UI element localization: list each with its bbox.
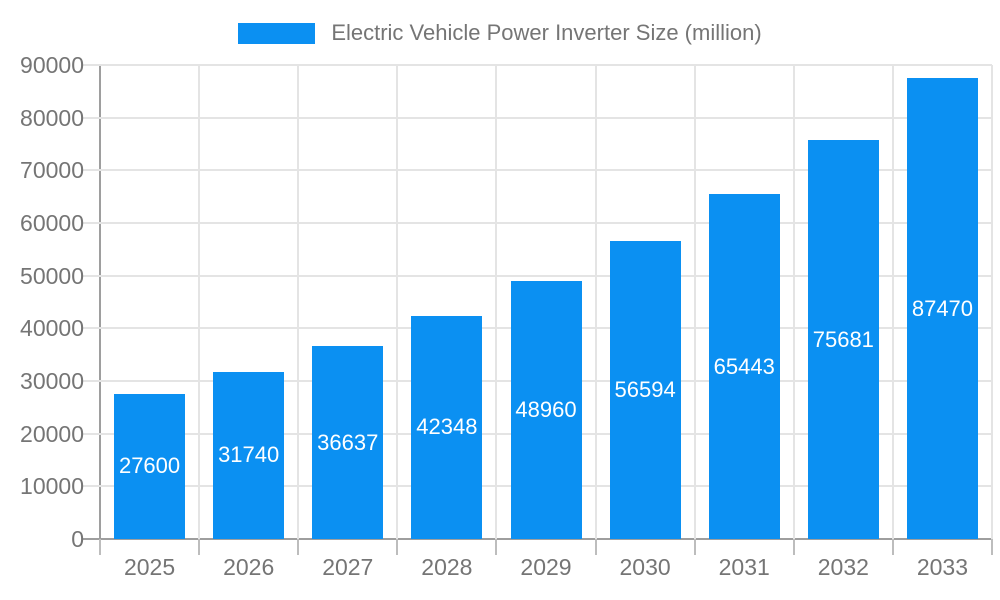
x-gridline xyxy=(396,65,399,539)
x-axis-tick xyxy=(693,539,696,555)
y-gridline xyxy=(83,222,992,224)
bar-2030[interactable]: 56594 xyxy=(609,240,681,539)
bar-2025[interactable]: 27600 xyxy=(114,393,186,539)
x-axis-tick xyxy=(396,539,399,555)
legend[interactable]: Electric Vehicle Power Inverter Size (mi… xyxy=(0,18,1000,48)
x-axis-tick xyxy=(594,539,597,555)
bar-2031[interactable]: 65443 xyxy=(708,194,780,539)
y-tick-label: 90000 xyxy=(20,52,84,78)
legend-label: Electric Vehicle Power Inverter Size (mi… xyxy=(331,20,762,45)
y-gridline xyxy=(83,274,992,277)
bar-value-label: 87470 xyxy=(911,295,974,321)
x-axis-line xyxy=(83,538,992,540)
plot-area: 27600 31740 36637 42348 48960 56594 65443 75681… xyxy=(83,64,993,555)
legend-swatch-icon xyxy=(238,22,316,44)
bar-2029[interactable]: 48960 xyxy=(510,281,582,539)
y-tick-label: 60000 xyxy=(20,210,84,236)
x-axis-tick xyxy=(891,539,894,555)
x-tick-label-2032: 2032 xyxy=(817,554,869,580)
y-tick-label: 20000 xyxy=(20,420,84,447)
x-gridline xyxy=(693,65,696,539)
y-tick-label: 30000 xyxy=(20,368,84,394)
x-gridline xyxy=(198,65,201,539)
y-gridline xyxy=(83,64,992,66)
x-tick-label-2031: 2031 xyxy=(718,554,770,580)
x-gridline xyxy=(991,65,993,539)
y-tick-label: 80000 xyxy=(20,104,84,131)
bar-value-label: 48960 xyxy=(515,397,577,423)
bar-2033[interactable]: 87470 xyxy=(906,78,978,539)
x-gridline xyxy=(594,65,597,539)
bar-value-label: 27600 xyxy=(118,453,181,479)
y-tick-label: 10000 xyxy=(20,473,84,500)
y-gridline xyxy=(83,116,992,119)
bar-value-label: 36637 xyxy=(317,429,379,455)
bar-value-label: 56594 xyxy=(614,376,676,402)
x-axis-tick xyxy=(792,539,795,555)
x-gridline xyxy=(792,65,795,539)
bar-value-label: 65443 xyxy=(713,353,775,379)
x-tick-label-2030: 2030 xyxy=(619,554,671,580)
x-axis-tick xyxy=(99,539,101,555)
x-axis-tick xyxy=(495,539,498,555)
x-tick-label-2033: 2033 xyxy=(916,554,969,580)
x-gridline xyxy=(297,65,300,539)
x-gridline xyxy=(891,65,894,539)
y-gridline xyxy=(83,169,992,172)
x-tick-label-2028: 2028 xyxy=(421,554,473,580)
x-axis-tick xyxy=(297,539,300,555)
bar-value-label: 75681 xyxy=(812,326,874,352)
bar-value-label: 31740 xyxy=(218,442,280,468)
bar-2026[interactable]: 31740 xyxy=(213,371,285,539)
y-tick-label: 40000 xyxy=(20,315,84,342)
x-axis-tick xyxy=(991,539,993,555)
x-tick-label-2029: 2029 xyxy=(520,554,572,580)
x-tick-label-2026: 2026 xyxy=(223,554,275,580)
bar-2032[interactable]: 75681 xyxy=(807,140,879,539)
y-axis-line xyxy=(99,65,101,555)
y-tick-label: 0 xyxy=(71,526,84,552)
y-tick-label: 70000 xyxy=(20,157,84,184)
y-tick-label: 50000 xyxy=(20,262,84,289)
x-axis-tick xyxy=(198,539,201,555)
bar-2028[interactable]: 42348 xyxy=(411,315,483,539)
x-tick-label-2027: 2027 xyxy=(322,554,374,580)
bar-value-label: 42348 xyxy=(416,414,478,440)
x-gridline xyxy=(495,65,498,539)
bar-2027[interactable]: 36637 xyxy=(312,346,384,539)
x-tick-label-2025: 2025 xyxy=(123,554,176,580)
